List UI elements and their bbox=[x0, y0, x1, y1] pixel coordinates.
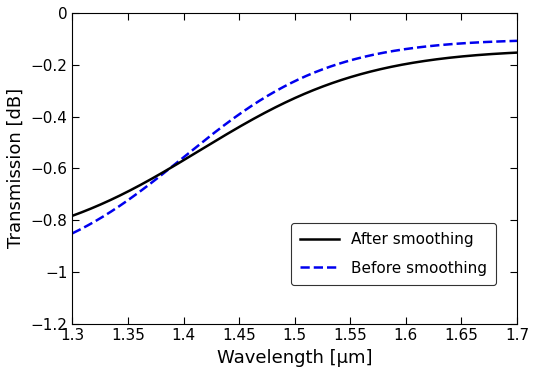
After smoothing bbox=[115, 194, 121, 199]
Before smoothing bbox=[69, 231, 76, 236]
Before smoothing bbox=[514, 39, 520, 43]
Before smoothing bbox=[115, 205, 121, 209]
After smoothing bbox=[249, 117, 255, 122]
Before smoothing bbox=[249, 103, 255, 108]
After smoothing bbox=[514, 50, 520, 55]
After smoothing bbox=[375, 68, 381, 72]
After smoothing bbox=[416, 59, 422, 64]
After smoothing bbox=[69, 214, 76, 218]
Before smoothing bbox=[375, 52, 381, 56]
Legend: After smoothing, Before smoothing: After smoothing, Before smoothing bbox=[291, 223, 496, 285]
After smoothing bbox=[265, 109, 271, 113]
Line: After smoothing: After smoothing bbox=[72, 53, 517, 216]
Y-axis label: Transmission [dB]: Transmission [dB] bbox=[7, 88, 25, 248]
Line: Before smoothing: Before smoothing bbox=[72, 41, 517, 233]
Before smoothing bbox=[424, 44, 430, 49]
Before smoothing bbox=[416, 45, 422, 49]
X-axis label: Wavelength [μm]: Wavelength [μm] bbox=[217, 349, 373, 367]
After smoothing bbox=[424, 58, 430, 63]
Before smoothing bbox=[265, 93, 271, 98]
